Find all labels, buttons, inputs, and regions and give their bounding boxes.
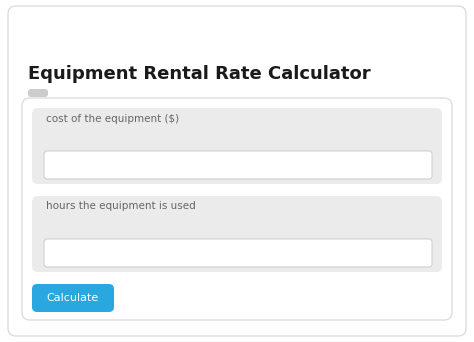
FancyBboxPatch shape bbox=[8, 6, 466, 336]
FancyBboxPatch shape bbox=[28, 89, 48, 97]
FancyBboxPatch shape bbox=[32, 284, 114, 312]
Text: Calculate: Calculate bbox=[47, 293, 99, 303]
FancyBboxPatch shape bbox=[44, 151, 432, 179]
Text: hours the equipment is used: hours the equipment is used bbox=[46, 201, 196, 211]
FancyBboxPatch shape bbox=[32, 196, 442, 272]
Text: Equipment Rental Rate Calculator: Equipment Rental Rate Calculator bbox=[28, 65, 371, 83]
FancyBboxPatch shape bbox=[22, 98, 452, 320]
FancyBboxPatch shape bbox=[44, 239, 432, 267]
FancyBboxPatch shape bbox=[32, 108, 442, 184]
Text: cost of the equipment ($): cost of the equipment ($) bbox=[46, 114, 179, 124]
